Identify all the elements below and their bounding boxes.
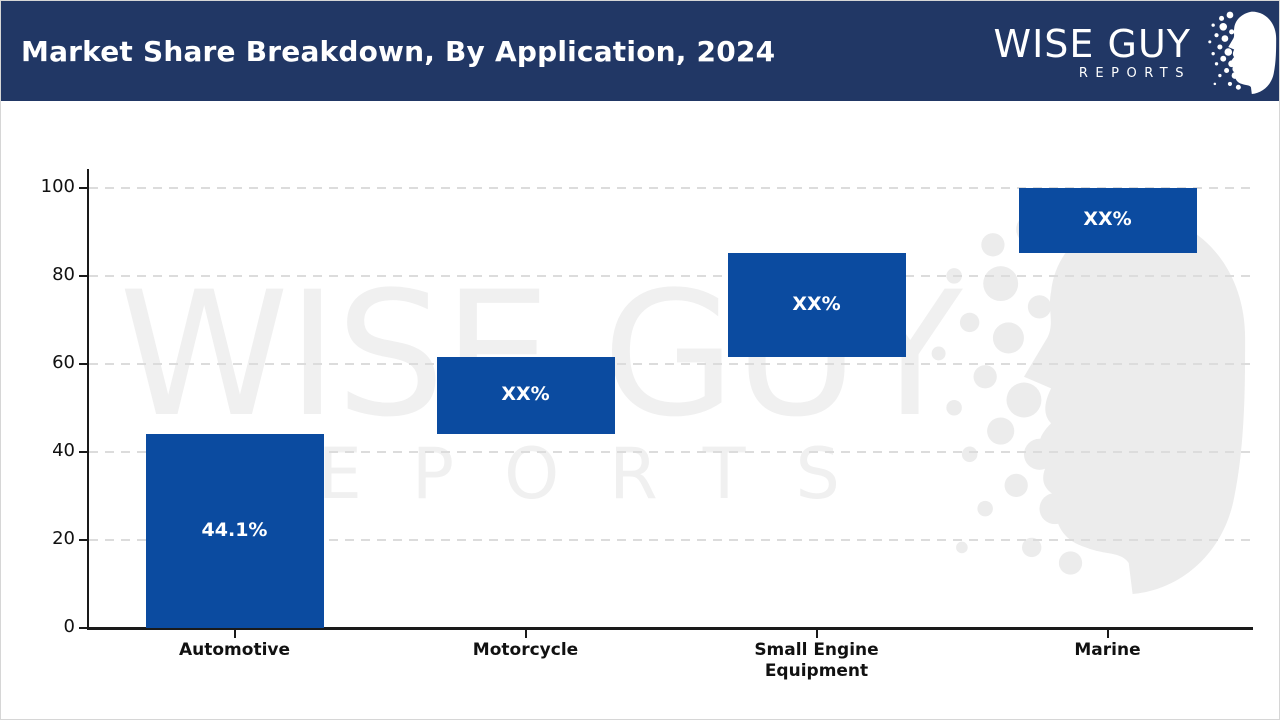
bar-value-label-marine: XX% bbox=[1083, 208, 1132, 231]
x-axis-category-label-small-engine-equipment: Small Engine Equipment bbox=[754, 640, 879, 681]
x-axis-tick-marine bbox=[1106, 630, 1109, 638]
bar-small-engine-equipment bbox=[727, 252, 906, 357]
y-axis-tick-label-100: 100 bbox=[40, 176, 75, 197]
y-axis-tick-60 bbox=[79, 363, 89, 365]
logo-head-icon bbox=[1208, 11, 1277, 94]
bar-value-label-automotive: 44.1% bbox=[201, 518, 268, 541]
gridline-80 bbox=[89, 275, 1253, 277]
y-axis-tick-label-40: 40 bbox=[52, 440, 75, 461]
brand-logo-text: WISE GUY REPORTS bbox=[994, 25, 1191, 80]
y-axis-line bbox=[87, 169, 89, 630]
header: Market Share Breakdown, By Application, … bbox=[1, 1, 1279, 101]
x-axis-line bbox=[87, 627, 1253, 630]
bar-marine bbox=[1018, 188, 1197, 253]
page-title: Market Share Breakdown, By Application, … bbox=[21, 34, 776, 68]
y-axis-tick-label-0: 0 bbox=[63, 616, 75, 637]
bar-motorcycle bbox=[436, 356, 615, 434]
x-axis-category-label-motorcycle: Motorcycle bbox=[472, 640, 579, 660]
x-axis-tick-small-engine-equipment bbox=[815, 630, 818, 638]
y-axis-tick-label-60: 60 bbox=[52, 352, 75, 373]
y-axis-tick-label-80: 80 bbox=[52, 264, 75, 285]
x-axis-category-label-marine: Marine bbox=[1074, 640, 1141, 660]
brand-logo: WISE GUY REPORTS bbox=[994, 6, 1277, 98]
logo-wordmark: WISE GUY bbox=[993, 21, 1191, 66]
logo-subtext: REPORTS bbox=[1078, 65, 1191, 81]
x-axis-tick-motorcycle bbox=[524, 630, 527, 638]
bar-automotive bbox=[145, 433, 324, 628]
x-axis-category-label-automotive: Automotive bbox=[178, 640, 291, 660]
gridline-40 bbox=[89, 451, 1253, 453]
y-axis-tick-label-20: 20 bbox=[52, 528, 75, 549]
watermark-head-icon bbox=[931, 213, 1246, 594]
y-axis-tick-40 bbox=[79, 451, 89, 453]
gridline-60 bbox=[89, 363, 1253, 365]
x-axis-tick-automotive bbox=[233, 630, 236, 638]
bar-value-label-small-engine-equipment: XX% bbox=[792, 292, 841, 315]
gridline-20 bbox=[89, 539, 1253, 541]
y-axis-tick-80 bbox=[79, 275, 89, 277]
y-axis-tick-100 bbox=[79, 187, 89, 189]
y-axis-tick-20 bbox=[79, 539, 89, 541]
gridline-100 bbox=[89, 187, 1253, 189]
y-axis-tick-0 bbox=[79, 627, 89, 629]
bar-value-label-motorcycle: XX% bbox=[501, 383, 550, 406]
